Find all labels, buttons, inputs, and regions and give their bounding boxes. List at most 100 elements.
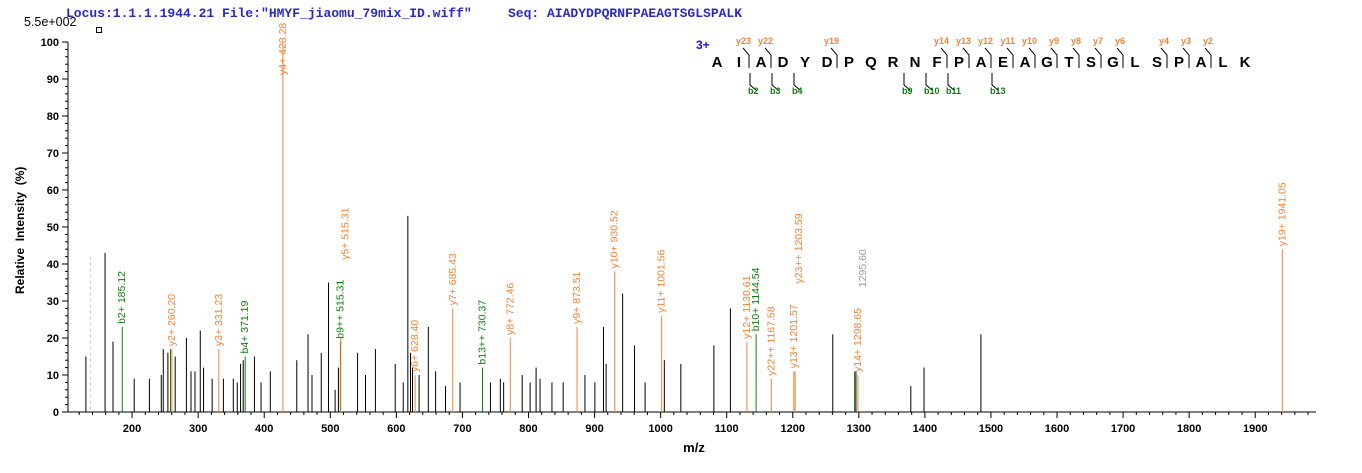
y-ion-cleavage-mark [1181,45,1193,69]
y-ion-cleavage-mark [1005,45,1017,69]
peak-label: y11+ 1001.56 [656,249,668,312]
residue-letter: K [1239,54,1251,71]
b-ion-cleavage-mark [945,73,957,92]
residue-letter: L [1130,54,1140,71]
y-ion-cleavage-mark [1093,45,1105,69]
y-ion-label: y23 [735,36,751,46]
x-tick-label: 700 [453,423,471,435]
peak-label: y3+ 331.23 [213,294,225,346]
y-ion-cleavage-mark [741,45,753,69]
b-ion-label: b3 [770,86,781,96]
peak-label: b2+ 185.12 [116,271,128,324]
residue-letter: P [843,54,854,71]
peak-label: y12+ 1130.61 [741,275,753,338]
x-tick-label: 200 [123,423,141,435]
y-tick-label: 60 [47,185,59,197]
b-ion-cleavage-mark [989,73,1001,92]
y-ion-label: y3 [1180,36,1191,46]
peak-label: y19+ 1941.05 [1276,182,1288,246]
peak-label: y4+ 428.28 [277,23,289,75]
y-ion-cleavage-mark [983,45,995,69]
peak-label: y14+ 1298.65 [852,308,864,372]
b-ion-label: b13 [990,86,1006,96]
x-tick-label: 1100 [715,423,739,435]
peak-label: 1295.60 [857,249,869,287]
y-ion-label: y6 [1114,36,1125,46]
y-ion-cleavage-mark [939,45,951,69]
peak-label: b13++ 730.37 [476,300,488,365]
y-ion-label: y10 [1021,36,1037,46]
peak-label: y8+ 772.46 [504,283,516,335]
intensity-scale-label: 5.5e+002 [24,15,77,29]
x-tick-label: 400 [255,423,273,435]
x-tick-label: 1000 [648,423,672,435]
peak-label: y10+ 930.52 [609,210,621,268]
x-tick-label: 800 [519,423,537,435]
b-ion-cleavage-mark [901,73,913,92]
residue-letter: I [736,54,742,71]
b-ion-label: b10 [924,86,940,96]
residue-letter: A [975,54,987,71]
b-ion-cleavage-mark [747,73,759,92]
y-ion-cleavage-mark [763,45,775,69]
residue-letter: E [997,54,1008,71]
peak-label: y13+ 1201.57 [788,304,800,368]
x-tick-label: 1300 [847,423,871,435]
y-tick-label: 80 [47,111,59,123]
y-ion-cleavage-mark [1027,45,1039,69]
residue-letter: N [909,54,921,71]
y-ion-label: y9 [1048,36,1059,46]
header-sequence: Seq: AIADYDPQRNFPAEAGTSGLSPALK [508,6,743,21]
y-tick-label: 40 [47,259,59,271]
residue-letter: T [1064,54,1074,71]
b-ion-cleavage-mark [923,73,935,92]
residue-letter: Y [799,54,810,71]
y-ion-cleavage-mark [1159,45,1171,69]
y-ion-label: y14 [933,36,949,46]
y-ion-label: y11 [1000,36,1015,46]
residue-letter: D [777,54,789,71]
peak-label: y5+ 515.31 [339,207,351,259]
x-axis-title: m/z [683,440,705,455]
residue-letter: G [1041,54,1053,71]
residue-letter: D [821,54,833,71]
scale-marker [96,27,102,33]
header-locus-file: Locus:1.1.1.1944.21 File:"HMYF_jiaomu_79… [66,6,472,21]
peak-label: y6+ 628.40 [409,320,421,372]
precursor-charge-label: 3+ [696,38,710,52]
y-ion-cleavage-mark [1115,45,1127,69]
y-ion-label: y22 [757,36,773,46]
y-ion-label: y7 [1092,36,1103,46]
y-tick-label: 100 [41,37,59,49]
x-tick-label: 300 [189,423,207,435]
y-ion-cleavage-mark [1203,45,1215,69]
y-tick-label: 20 [47,333,59,345]
peak-label: y22++ 1167.58 [765,306,777,375]
y-ion-label: y8 [1070,36,1081,46]
y-ion-cleavage-mark [1049,45,1061,69]
y-ion-label: y13 [955,36,971,46]
peak-label: b4+ 371.19 [239,300,251,353]
y-ion-label: y2 [1202,36,1213,46]
x-tick-label: 1900 [1243,423,1267,435]
peak-label: y7+ 685.43 [447,253,459,305]
y-ion-cleavage-mark [829,45,841,69]
residue-letter: Q [865,54,877,71]
b-ion-label: b2 [748,86,759,96]
peak-label: y2+ 260.20 [166,294,178,346]
b-ion-cleavage-mark [769,73,781,92]
residue-letter: A [1195,54,1207,71]
residue-letter: S [1151,54,1162,71]
x-tick-label: 500 [321,423,339,435]
residue-letter: A [755,54,767,71]
residue-letter: A [711,54,723,71]
b-ion-cleavage-mark [791,73,803,92]
residue-letter: S [1085,54,1096,71]
y-ion-cleavage-mark [961,45,973,69]
peak-label: y23++ 1203.59 [793,213,805,283]
y-tick-label: 70 [47,148,59,160]
residue-letter: P [1173,54,1184,71]
residue-letter: A [1019,54,1031,71]
